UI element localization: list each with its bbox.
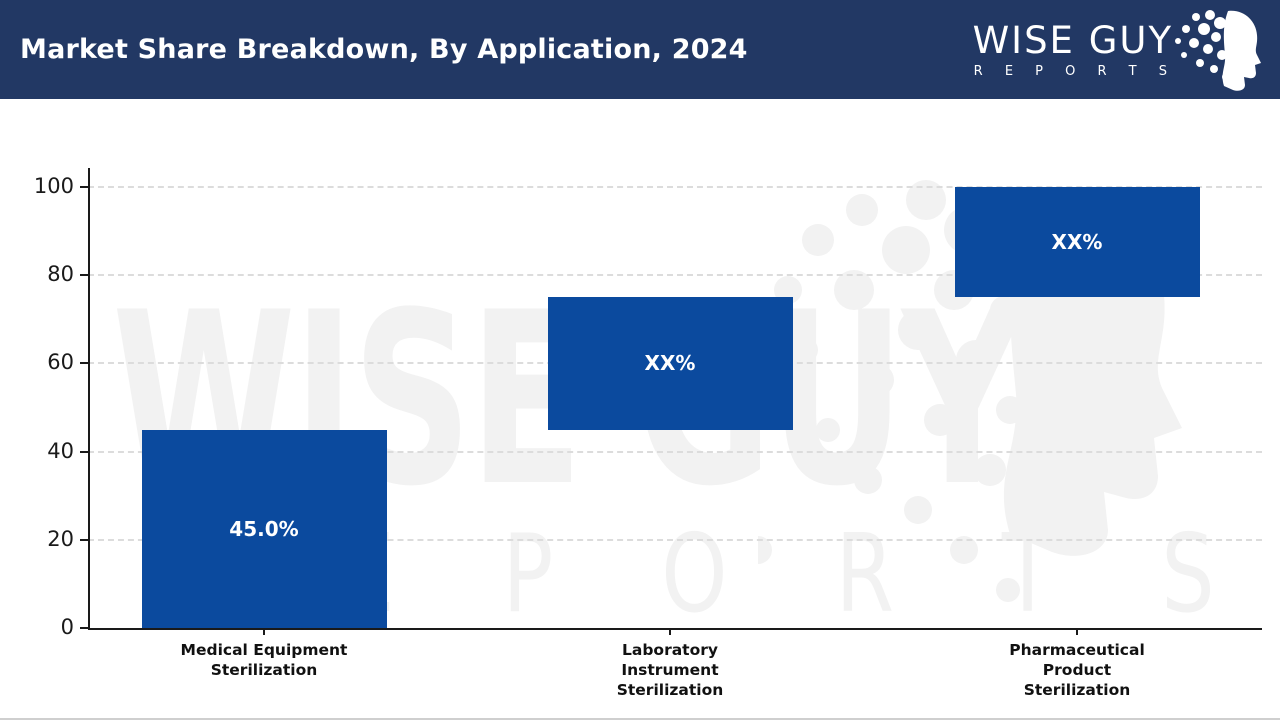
x-category-label: Pharmaceutical Product Sterilization xyxy=(937,640,1217,700)
y-tick-mark xyxy=(80,627,88,629)
y-tick-label: 40 xyxy=(47,438,74,463)
x-category-label-line: Sterilization xyxy=(616,681,724,699)
bar-segment: XX% xyxy=(954,187,1200,298)
logo-face-icon xyxy=(1175,9,1261,91)
bar-segment: XX% xyxy=(547,297,793,430)
gridline xyxy=(88,186,1262,188)
y-tick-mark xyxy=(80,362,88,365)
x-axis-line xyxy=(88,628,1262,630)
gridline xyxy=(88,538,1262,541)
chart-title: Market Share Breakdown, By Application, … xyxy=(20,34,748,65)
gridline xyxy=(88,450,1262,453)
logo-reports-label: R E P O R T S xyxy=(973,63,1176,79)
logo-wordmark: WISE GUY xyxy=(972,18,1174,62)
bar-value-label: XX% xyxy=(1051,230,1103,255)
y-tick-label: 80 xyxy=(47,262,74,287)
x-tick-mark xyxy=(263,628,265,635)
y-tick-label: 0 xyxy=(60,615,74,639)
x-category-label-line: Sterilization xyxy=(1023,681,1131,699)
y-tick-mark xyxy=(80,450,88,453)
x-category-label: Laboratory Instrument Sterilization xyxy=(530,640,810,700)
x-category-label-line: Medical Equipment xyxy=(180,641,348,659)
logo-text: WISE GUY R E P O R T S xyxy=(970,22,1176,78)
y-tick-mark xyxy=(80,274,88,277)
y-tick-label: 60 xyxy=(47,350,74,375)
gridline xyxy=(88,274,1262,277)
y-tick-label: 20 xyxy=(47,526,74,551)
x-category-label-line: Pharmaceutical xyxy=(1009,641,1145,659)
header-band: Market Share Breakdown, By Application, … xyxy=(0,0,1280,99)
x-tick-mark xyxy=(669,628,671,635)
bar-segment: 45.0% xyxy=(141,429,387,628)
x-category-label-line: Product xyxy=(1042,661,1112,679)
x-category-label: Medical Equipment Sterilization xyxy=(124,640,404,680)
y-tick-mark xyxy=(80,186,88,188)
bar-value-label: 45.0% xyxy=(229,516,299,541)
bar-value-label: XX% xyxy=(644,351,696,376)
y-tick-mark xyxy=(80,538,88,541)
x-tick-mark xyxy=(1076,628,1078,635)
y-tick-label: 100 xyxy=(33,174,74,198)
y-axis-line xyxy=(88,168,90,630)
x-category-label-line: Instrument xyxy=(621,661,719,679)
x-category-label-line: Sterilization xyxy=(210,661,318,679)
wiseguy-logo: WISE GUY R E P O R T S xyxy=(970,7,1262,93)
x-category-label-line: Laboratory xyxy=(622,641,718,659)
